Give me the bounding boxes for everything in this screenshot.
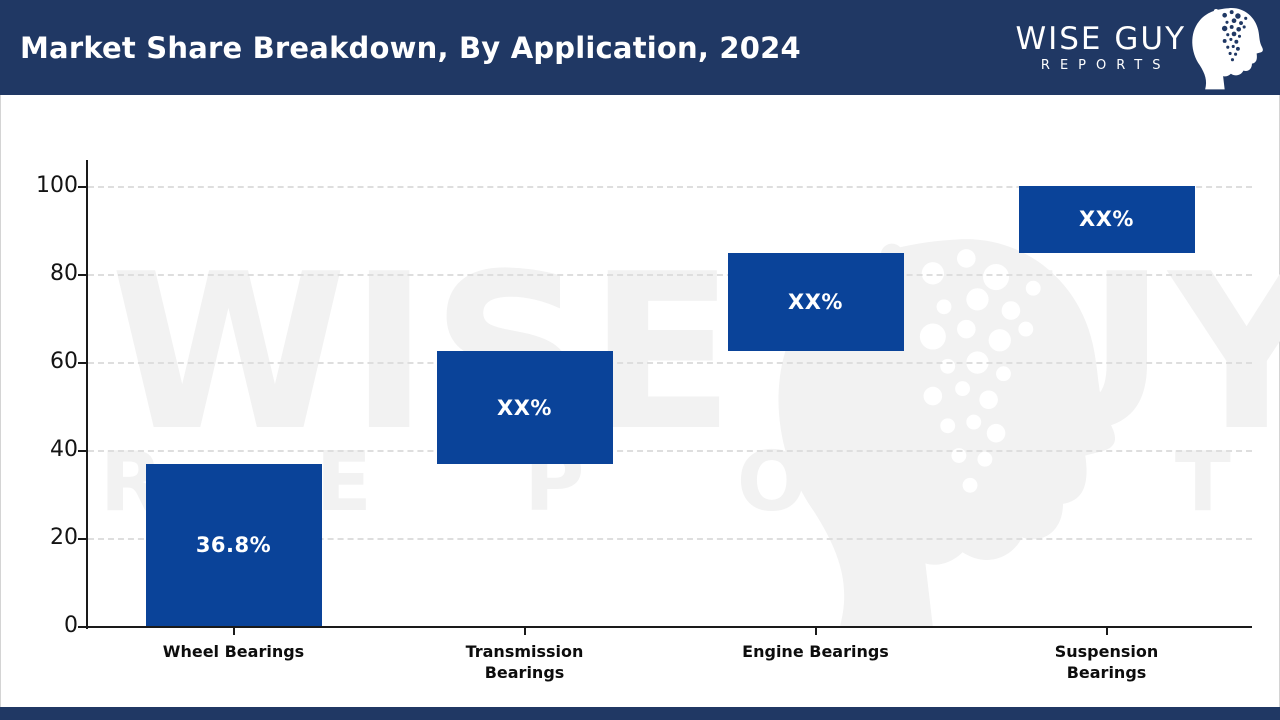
gridline-40 xyxy=(88,450,1252,452)
bar-value-label: XX% xyxy=(1079,207,1134,232)
bar-engine-bearings: XX% xyxy=(727,252,904,351)
dotted-head-icon xyxy=(1188,5,1266,91)
gridline-20 xyxy=(88,538,1252,540)
x-tick-label: Suspension Bearings xyxy=(1054,642,1159,682)
x-tick-mark xyxy=(523,628,526,635)
gridline-60 xyxy=(88,362,1252,364)
gridline-100 xyxy=(88,186,1252,188)
y-tick-label: 0 xyxy=(64,613,78,638)
y-tick-label: 80 xyxy=(50,261,78,286)
bar-wheel-bearings: 36.8% xyxy=(145,464,322,626)
y-tick-label: 40 xyxy=(50,437,78,462)
x-tick-label: Wheel Bearings xyxy=(162,642,305,661)
bar-value-label: 36.8% xyxy=(195,533,272,558)
bar-value-label: XX% xyxy=(788,289,843,314)
y-axis-spine xyxy=(86,160,88,629)
logo-wordmark: WISE GUY xyxy=(1015,20,1186,57)
y-tick-label: 60 xyxy=(50,349,78,374)
y-tick-mark xyxy=(78,450,86,452)
y-tick-mark xyxy=(78,362,86,364)
y-tick-mark xyxy=(78,626,86,628)
plot-area: 0 20 40 60 80 100 36.8% Wheel Bearings XX% Transm… xyxy=(36,160,1252,682)
x-tick-label: Transmission Bearings xyxy=(465,642,584,682)
logo-subtitle: REPORTS xyxy=(1040,57,1171,73)
bar-value-label: XX% xyxy=(497,395,552,420)
footer-bar xyxy=(0,707,1280,720)
x-axis-spine xyxy=(86,626,1252,628)
bar-suspension-bearings: XX% xyxy=(1018,186,1195,253)
x-tick-mark xyxy=(232,628,235,635)
logo-text: WISE GUY REPORTS xyxy=(1015,20,1186,73)
y-tick-label: 20 xyxy=(50,525,78,550)
x-tick-mark xyxy=(1105,628,1108,635)
wiseguy-logo: WISE GUY REPORTS xyxy=(1015,5,1280,91)
gridline-80 xyxy=(88,274,1252,276)
y-tick-label: 100 xyxy=(36,173,78,198)
bar-transmission-bearings: XX% xyxy=(436,351,613,465)
chart-title: Market Share Breakdown, By Application, … xyxy=(20,30,801,65)
x-tick-label: Engine Bearings xyxy=(742,642,889,661)
y-tick-mark xyxy=(78,538,86,540)
header-bar: Market Share Breakdown, By Application, … xyxy=(0,0,1280,95)
x-tick-mark xyxy=(814,628,817,635)
y-tick-mark xyxy=(78,186,86,188)
y-tick-mark xyxy=(78,274,86,276)
